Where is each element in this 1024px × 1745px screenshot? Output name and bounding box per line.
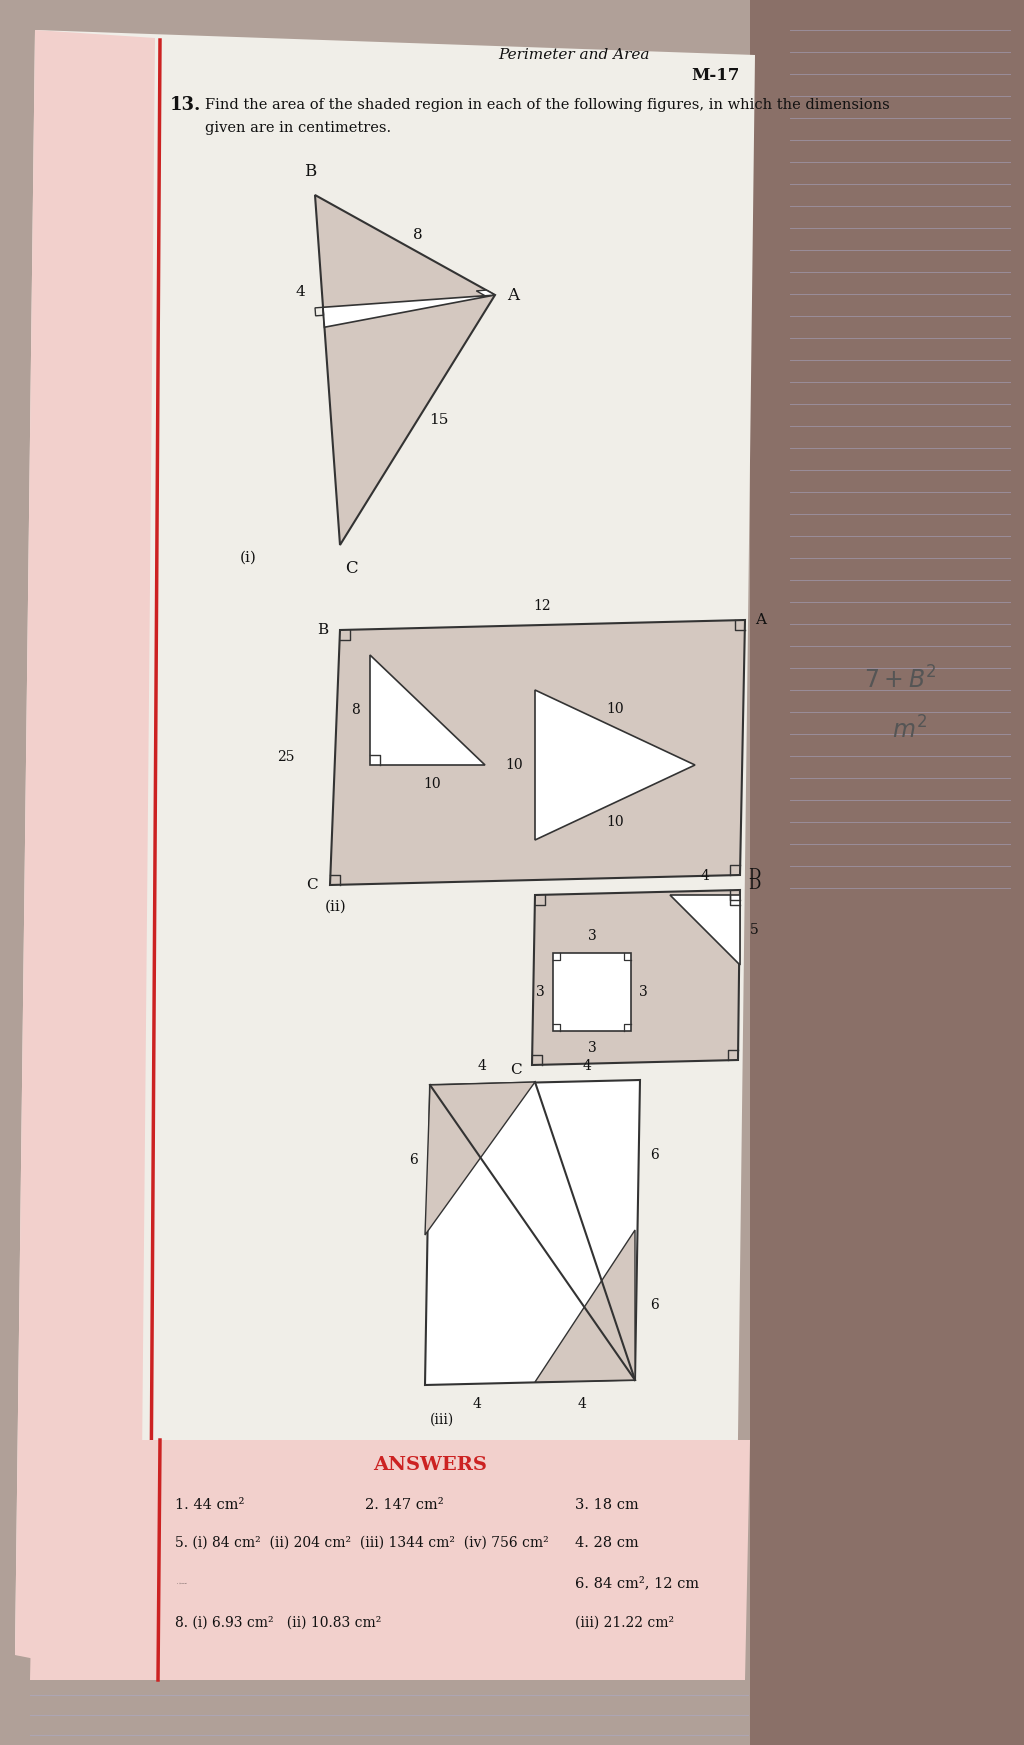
Text: (ii): (ii)	[325, 900, 347, 914]
Text: 8: 8	[413, 229, 423, 243]
Polygon shape	[30, 1440, 750, 1680]
Text: 6: 6	[410, 1153, 418, 1167]
Text: Perimeter and Area: Perimeter and Area	[499, 49, 650, 63]
Polygon shape	[15, 30, 755, 1680]
Text: 4: 4	[578, 1398, 587, 1412]
Text: 3: 3	[537, 984, 545, 998]
Polygon shape	[553, 953, 631, 1031]
Text: 25: 25	[278, 750, 295, 764]
Text: 8: 8	[351, 703, 360, 717]
Text: 6. 84 cm², 12 cm: 6. 84 cm², 12 cm	[575, 1576, 699, 1590]
Text: 15: 15	[429, 414, 449, 428]
Text: $7+B^2$: $7+B^2$	[863, 667, 936, 693]
Text: 13.: 13.	[170, 96, 202, 113]
Text: 6: 6	[650, 1298, 658, 1312]
Polygon shape	[532, 890, 740, 1064]
Text: 3. 18 cm: 3. 18 cm	[575, 1497, 639, 1511]
Text: 4: 4	[472, 1398, 481, 1412]
Text: B: B	[304, 162, 316, 180]
Text: $m^2$: $m^2$	[893, 717, 928, 743]
Polygon shape	[370, 654, 485, 764]
Text: 6: 6	[650, 1148, 658, 1162]
Text: (iii): (iii)	[430, 1413, 455, 1427]
Polygon shape	[425, 1080, 640, 1386]
Text: C: C	[345, 560, 357, 578]
Polygon shape	[425, 1082, 535, 1235]
Text: B: B	[316, 623, 328, 637]
Text: C: C	[510, 1063, 522, 1077]
Polygon shape	[330, 619, 745, 885]
Text: M-17: M-17	[691, 66, 739, 84]
Text: Find the area of the shaded region in each of the following figures, in which th: Find the area of the shaded region in ea…	[205, 98, 890, 112]
Text: 4: 4	[700, 869, 710, 883]
Text: 3: 3	[588, 928, 596, 942]
Polygon shape	[535, 1230, 635, 1382]
Polygon shape	[535, 689, 695, 839]
Text: D: D	[748, 867, 760, 881]
Text: ANSWERS: ANSWERS	[373, 1455, 487, 1475]
Text: 1. 44 cm²: 1. 44 cm²	[175, 1497, 245, 1511]
Text: (i): (i)	[240, 551, 257, 565]
Text: 10: 10	[506, 757, 523, 771]
Text: (iii) 21.22 cm²: (iii) 21.22 cm²	[575, 1616, 674, 1630]
Text: 8. (i) 6.93 cm²   (ii) 10.83 cm²: 8. (i) 6.93 cm² (ii) 10.83 cm²	[175, 1616, 381, 1630]
Text: C: C	[306, 878, 318, 892]
Text: A: A	[507, 286, 519, 304]
Text: 5. (i) 84 cm²  (ii) 204 cm²  (iii) 1344 cm²  (iv) 756 cm²: 5. (i) 84 cm² (ii) 204 cm² (iii) 1344 cm…	[175, 1536, 549, 1550]
Text: 3: 3	[588, 1042, 596, 1056]
Polygon shape	[15, 30, 155, 1680]
Text: A: A	[755, 612, 766, 626]
Text: 12: 12	[534, 599, 551, 612]
Text: 10: 10	[606, 815, 624, 829]
Text: D: D	[748, 878, 760, 892]
Polygon shape	[315, 195, 495, 544]
Text: 3: 3	[639, 984, 648, 998]
Text: 5: 5	[750, 923, 759, 937]
Bar	[750, 0, 1024, 1745]
Text: 4: 4	[583, 1059, 592, 1073]
Text: 4: 4	[477, 1059, 486, 1073]
Text: given are in centimetres.: given are in centimetres.	[205, 120, 391, 134]
Polygon shape	[670, 895, 740, 965]
Text: 2. 147 cm²: 2. 147 cm²	[365, 1497, 443, 1511]
Polygon shape	[323, 295, 495, 328]
Text: 4: 4	[295, 284, 305, 300]
Text: 10: 10	[424, 777, 441, 790]
Text: 4. 28 cm: 4. 28 cm	[575, 1536, 639, 1550]
Text: 10: 10	[606, 701, 624, 715]
Polygon shape	[476, 290, 495, 295]
